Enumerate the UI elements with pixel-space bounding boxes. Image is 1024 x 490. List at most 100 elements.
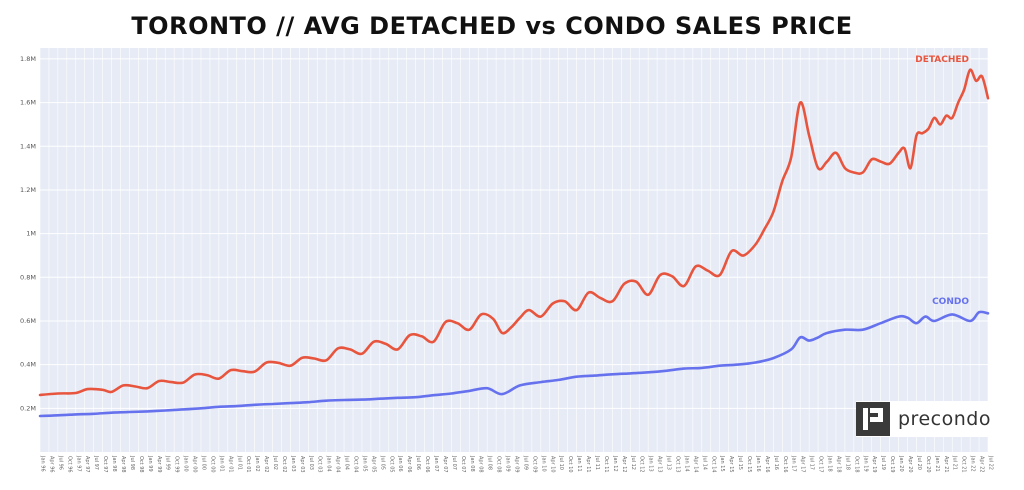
x-tick-label: Apr 97: [84, 456, 90, 473]
x-tick-label: Jul 99: [165, 455, 171, 470]
x-tick-label: Jul 07: [451, 455, 457, 470]
x-tick-label: Jul 20: [916, 455, 922, 470]
y-axis-ticks: 0.2M 0.4M 0.6M 0.8M 1M 1.2M 1.4M 1.6M 1.8M: [20, 55, 36, 412]
x-tick-label: Jan 09: [505, 455, 511, 472]
x-tick-label: Jan 15: [719, 455, 725, 472]
x-tick-label: Apr 19: [871, 456, 877, 473]
x-tick-label: Oct 21: [961, 456, 967, 473]
x-tick-label: Apr 18: [835, 456, 841, 473]
x-tick-label: Jul 21: [952, 455, 958, 470]
x-tick-label: Oct 04: [353, 456, 359, 473]
series-line-detached: [38, 68, 990, 397]
x-tick-label: Apr 06: [406, 456, 412, 473]
x-tick-label: Jan 02: [254, 455, 260, 472]
y-tick-label: 0.4M: [20, 361, 36, 369]
x-tick-label: Jan 22: [970, 455, 976, 472]
x-tick-label: Apr 20: [907, 456, 913, 473]
x-tick-label: Oct 11: [603, 456, 609, 473]
x-tick-label: Jan 05: [361, 455, 367, 472]
y-tick-label: 1.4M: [20, 142, 36, 150]
x-axis-ticks: Jan 96 Apr 96 Jul 96 Oct 96 Jan 97 Apr 97 Jul …: [40, 455, 994, 473]
x-tick-label: Jul 04: [344, 455, 350, 470]
x-tick-label: Jan 14: [683, 455, 689, 472]
x-tick-label: Jul 19: [880, 455, 886, 470]
x-tick-label: Apr 11: [585, 456, 591, 473]
x-tick-label: Jan 08: [469, 455, 475, 472]
x-tick-label: Oct 09: [531, 456, 537, 473]
x-tick-label: Jan 00: [183, 455, 189, 472]
x-tick-label: Jan 18: [827, 455, 833, 472]
x-tick-label: Oct 01: [245, 456, 251, 473]
y-tick-label: 1.2M: [20, 186, 36, 194]
precondo-logo-icon: [856, 402, 890, 436]
x-tick-label: Apr 02: [263, 456, 269, 473]
x-tick-label: Apr 98: [120, 456, 126, 473]
x-tick-label: Apr 16: [764, 456, 770, 473]
x-tick-label: Jul 01: [236, 455, 242, 470]
y-tick-label: 0.2M: [20, 404, 36, 412]
x-tick-label: Jul 17: [809, 455, 815, 470]
watermark-text: precondo: [898, 408, 991, 430]
x-tick-label: Jan 96: [40, 455, 46, 472]
series-lines: [38, 68, 990, 418]
x-tick-label: Oct 05: [388, 456, 394, 473]
x-tick-label: Oct 15: [746, 456, 752, 473]
x-tick-label: Apr 07: [442, 456, 448, 473]
x-tick-label: Jan 11: [576, 455, 582, 472]
x-tick-label: Oct 07: [460, 456, 466, 473]
x-tick-label: Apr 12: [621, 456, 627, 473]
x-tick-label: Jan 19: [862, 455, 868, 472]
x-tick-label: Jul 03: [308, 455, 314, 470]
x-tick-label: Jan 17: [791, 455, 797, 472]
x-tick-label: Jan 21: [934, 455, 940, 472]
x-tick-label: Jan 10: [540, 455, 546, 472]
x-tick-label: Oct 14: [710, 456, 716, 473]
x-tick-label: Jan 07: [433, 455, 439, 472]
x-tick-label: Apr 09: [514, 456, 520, 473]
x-tick-label: Jul 98: [129, 455, 135, 470]
x-tick-label: Jul 97: [93, 455, 99, 470]
x-tick-label: Oct 98: [138, 456, 144, 473]
x-tick-label: Oct 08: [496, 456, 502, 473]
x-tick-label: Apr 08: [478, 456, 484, 473]
x-tick-label: Jul 16: [773, 455, 779, 470]
y-tick-label: 1.8M: [20, 55, 36, 63]
x-tick-label: Apr 13: [657, 456, 663, 473]
x-tick-label: Jul 09: [522, 455, 528, 470]
series-line-condo: [38, 310, 990, 418]
x-tick-label: Oct 17: [818, 456, 824, 473]
x-tick-label: Oct 02: [281, 456, 287, 473]
x-tick-label: Oct 19: [889, 456, 895, 473]
x-tick-label: Jul 02: [272, 455, 278, 470]
series-label-condo: CONDO: [932, 297, 969, 307]
x-tick-label: Jan 12: [612, 455, 618, 472]
x-tick-label: Oct 99: [174, 456, 180, 473]
x-tick-label: Jul 11: [594, 455, 600, 470]
x-tick-label: Oct 00: [209, 456, 215, 473]
precondo-watermark: precondo: [856, 401, 997, 437]
x-tick-label: Jan 01: [218, 455, 224, 472]
x-tick-label: Jan 98: [111, 455, 117, 472]
x-tick-label: Jul 22: [988, 455, 994, 470]
x-tick-label: Jul 18: [844, 455, 850, 470]
x-tick-label: Jul 15: [737, 455, 743, 470]
y-tick-label: 1M: [26, 230, 36, 238]
y-tick-label: 0.6M: [20, 317, 36, 325]
x-tick-label: Apr 14: [692, 456, 698, 473]
x-tick-label: Apr 03: [299, 456, 305, 473]
x-tick-label: Apr 99: [156, 456, 162, 473]
x-tick-label: Oct 06: [424, 456, 430, 473]
x-tick-label: Oct 10: [567, 456, 573, 473]
x-tick-label: Jul 96: [57, 455, 63, 470]
x-tick-label: Jan 13: [648, 455, 654, 472]
x-tick-label: Oct 97: [102, 456, 108, 473]
x-tick-label: Apr 96: [48, 456, 54, 473]
x-tick-label: Jul 06: [415, 455, 421, 470]
x-tick-label: Oct 96: [66, 456, 72, 473]
x-tick-label: Jan 03: [290, 455, 296, 472]
x-tick-label: Oct 18: [853, 456, 859, 473]
x-tick-label: Apr 01: [227, 456, 233, 473]
x-tick-label: Jul 08: [487, 455, 493, 470]
x-tick-label: Jan 04: [326, 455, 332, 472]
